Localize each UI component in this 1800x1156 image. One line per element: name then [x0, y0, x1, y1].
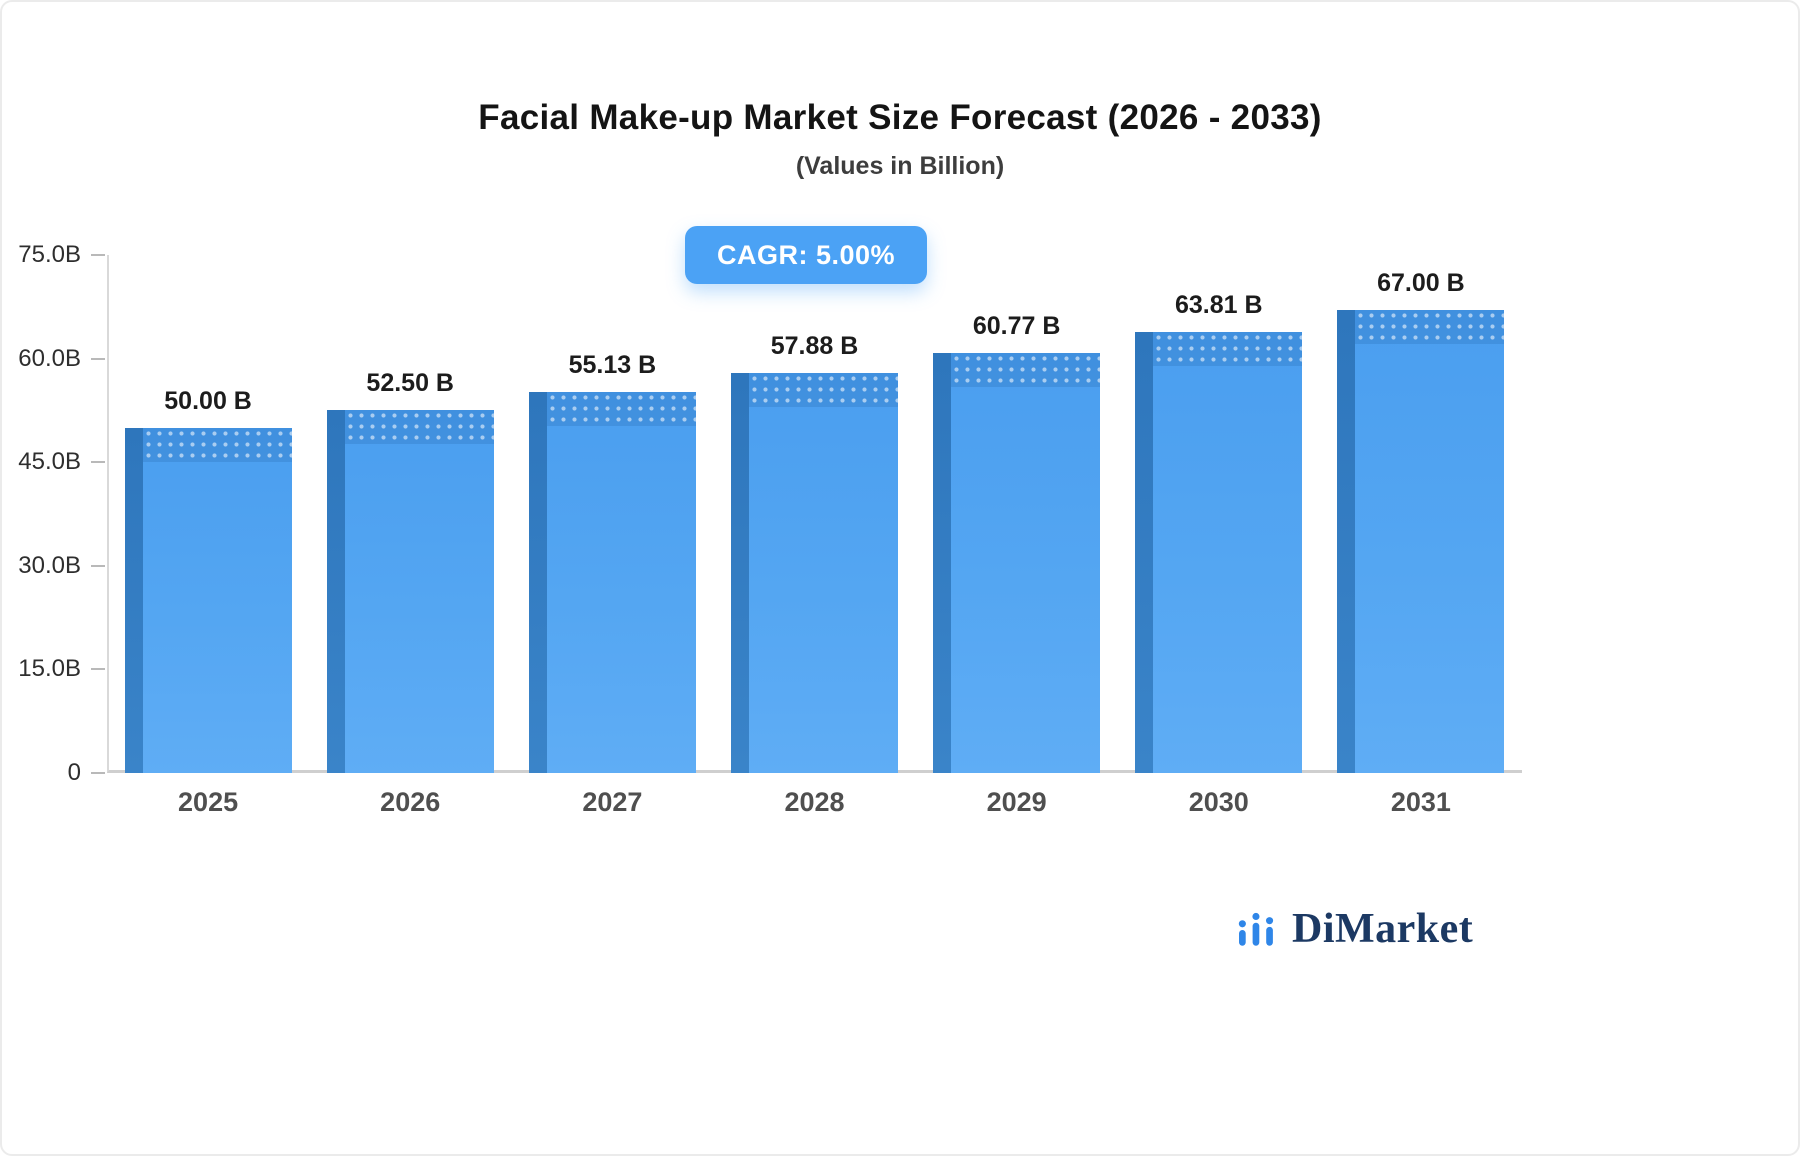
bar-group: 60.77 B [916, 255, 1118, 773]
bar-value-label: 67.00 B [1377, 269, 1465, 297]
y-tick-mark [91, 461, 105, 464]
bar-side-face [528, 392, 547, 773]
bar-group: 55.13 B [511, 255, 713, 773]
bar-top-texture [1355, 310, 1505, 344]
y-tick-mark [91, 772, 105, 774]
bar-side-face [933, 353, 952, 773]
logo-text: DiMarket [1292, 906, 1474, 952]
bar-group: 63.81 B [1118, 255, 1320, 773]
bar-top-texture [1153, 332, 1303, 366]
bars: 50.00 B 52.50 B 55.13 B 57.88 B 60.77 B 63.81… [107, 255, 1522, 773]
x-axis-label: 2026 [380, 787, 441, 817]
cagr-badge: CAGR: 5.00% [685, 226, 927, 284]
bar-side-face [1337, 310, 1356, 773]
bar-top-texture [142, 428, 292, 462]
y-tick-label: 0 [67, 759, 81, 786]
y-tick-label: 75.0B [18, 241, 81, 268]
bar-chart-icon [1238, 912, 1274, 946]
y-tick-mark [91, 254, 105, 256]
dimarket-logo: DiMarket [1234, 905, 1473, 953]
bar-top-texture [748, 373, 898, 407]
x-axis-label: 2027 [582, 787, 643, 817]
bar-value-label: 57.88 B [770, 332, 859, 360]
y-tick-label: 60.0B [18, 344, 81, 372]
bar-value-label: 50.00 B [164, 387, 252, 415]
bar-top-texture [344, 410, 494, 444]
bar [933, 353, 1101, 773]
bar-side-face [730, 373, 749, 773]
bar-top-texture [546, 392, 696, 426]
bar [124, 428, 292, 773]
x-axis-label: 2030 [1188, 787, 1249, 817]
x-axis-label: 2031 [1390, 787, 1451, 817]
bar-group: 57.88 B [713, 255, 915, 773]
chart-title: Facial Make-up Market Size Forecast (202… [478, 98, 1322, 137]
x-axis: 2025 2026 2027 2028 2029 2030 2031 [107, 787, 1522, 818]
bar [730, 373, 898, 773]
y-tick-mark [91, 668, 105, 671]
bar-side-face [1135, 332, 1154, 773]
bar-top-texture [951, 353, 1101, 387]
y-tick-mark [91, 357, 105, 360]
bar-side-face [124, 428, 143, 773]
bar-group: 67.00 B [1320, 255, 1522, 773]
y-tick-label: 30.0B [18, 551, 81, 579]
bar-value-label: 63.81 B [1174, 291, 1263, 319]
x-axis-label: 2025 [178, 787, 239, 817]
chart-subtitle: (Values in Billion) [795, 152, 1005, 180]
bar-group: 50.00 B [107, 255, 309, 773]
y-tick-label: 45.0B [18, 448, 81, 476]
y-tick-label: 15.0B [18, 655, 81, 683]
bar-value-label: 52.50 B [366, 369, 454, 397]
bar-group: 52.50 B [309, 255, 511, 773]
bar-side-face [326, 410, 345, 773]
bar-value-label: 60.77 B [972, 312, 1061, 340]
bar [326, 410, 494, 773]
y-tick-mark [91, 564, 105, 567]
bar [1135, 332, 1303, 773]
y-axis: 75.0B 60.0B 45.0B 30.0B 15.0B 0 [2, 241, 107, 786]
bar [528, 392, 696, 773]
bar-value-label: 55.13 B [568, 351, 657, 379]
bar [1337, 310, 1505, 773]
x-axis-label: 2028 [784, 787, 845, 817]
x-axis-label: 2029 [986, 787, 1047, 817]
